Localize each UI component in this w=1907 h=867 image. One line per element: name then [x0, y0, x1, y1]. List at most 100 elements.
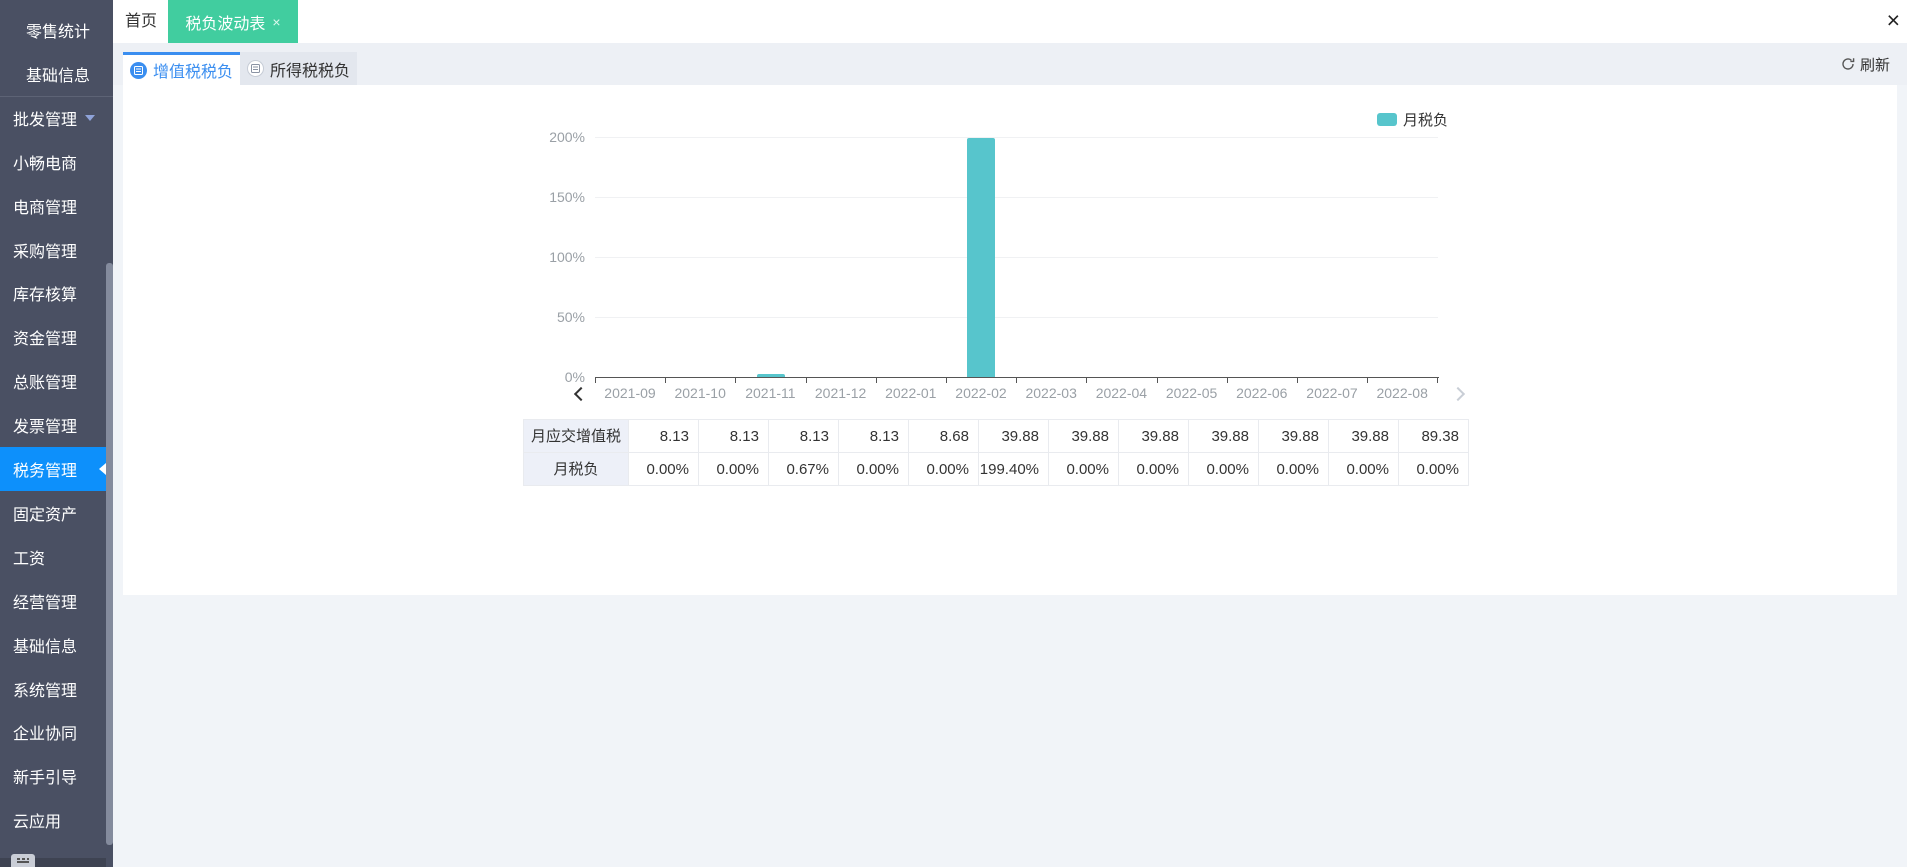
- axis-tick-icon: [946, 378, 947, 383]
- x-axis-label: 2022-03: [1025, 385, 1077, 401]
- table-cell: 8.68: [909, 420, 979, 453]
- axis-tick-icon: [735, 378, 737, 383]
- content-tabs: 增值税税负 所得税税负: [123, 52, 357, 85]
- sidebar-item-label: 税务管理: [13, 463, 78, 480]
- table-cell: 199.40%: [979, 453, 1049, 486]
- y-axis-label: 0%: [564, 369, 585, 385]
- table-row-header: 月应交增值税: [524, 420, 629, 453]
- vat-tax-burden-panel: 月税负 月应交增值税 8.13 8.13 8.13 8.13 8.68 39.88 39.88…: [123, 85, 1897, 595]
- tab-label: 税负波动表: [185, 15, 266, 33]
- sidebar-item[interactable]: 总账管理: [0, 359, 106, 403]
- x-axis-label: 2022-04: [1095, 385, 1148, 401]
- x-axis-line: [595, 377, 1439, 378]
- axis-tick-icon: [805, 378, 807, 383]
- tab-income-tax-burden[interactable]: 所得税税负: [240, 52, 357, 85]
- table-cell: 0.00%: [699, 453, 769, 486]
- chart-gridline: [595, 137, 1438, 138]
- y-axis-label: 50%: [556, 309, 585, 325]
- table-cell: 8.13: [699, 420, 769, 453]
- sidebar-item-label: 采购管理: [13, 243, 78, 261]
- axis-tick-icon: [1156, 378, 1158, 383]
- table-cell: 89.38: [1399, 420, 1469, 453]
- sidebar-item[interactable]: 基础信息: [0, 623, 106, 667]
- chart-legend[interactable]: 月税负: [1377, 109, 1448, 130]
- sidebar-footer-button[interactable]: [11, 854, 35, 867]
- window-close-icon[interactable]: ×: [1886, 7, 1900, 33]
- sidebar-item-label: 经营管理: [13, 594, 78, 612]
- chart-prev-button[interactable]: [573, 386, 589, 402]
- sidebar-item[interactable]: 工资: [0, 535, 106, 579]
- y-axis-label: 200%: [549, 129, 585, 145]
- launcher-icon: [17, 858, 29, 863]
- y-axis-label: 100%: [549, 249, 585, 265]
- axis-tick-icon: [665, 378, 667, 383]
- table-cell: 0.00%: [1049, 453, 1119, 486]
- y-axis-label: 150%: [549, 189, 585, 205]
- refresh-icon: [1842, 58, 1855, 70]
- sidebar-item[interactable]: 经营管理: [0, 579, 106, 623]
- table-cell: 0.00%: [839, 453, 909, 486]
- table-row: 月应交增值税 8.13 8.13 8.13 8.13 8.68 39.88 39.88 39.8…: [524, 420, 1469, 453]
- sidebar-item[interactable]: 库存核算: [0, 271, 106, 315]
- sidebar-item[interactable]: 资金管理: [0, 315, 106, 359]
- table-cell: 39.88: [1329, 420, 1399, 453]
- sidebar-scrollbar[interactable]: [106, 263, 113, 845]
- sidebar-item[interactable]: 税务管理: [0, 447, 106, 491]
- refresh-button[interactable]: 刷新: [1841, 53, 1890, 75]
- sidebar-item[interactable]: 固定资产: [0, 491, 106, 535]
- content-tab-band: 增值税税负 所得税税负 刷新: [113, 43, 1907, 85]
- tab-tax-fluctuation[interactable]: 税负波动表 ×: [168, 0, 298, 43]
- sidebar-item-label: 工资: [13, 550, 46, 568]
- x-axis-label: 2022-07: [1306, 385, 1358, 401]
- sidebar-item[interactable]: 零售统计: [0, 8, 106, 52]
- sidebar-item[interactable]: 采购管理: [0, 228, 106, 272]
- sidebar-item[interactable]: 云应用: [0, 798, 106, 842]
- tab-close-icon[interactable]: ×: [272, 13, 281, 30]
- x-axis-label: 2022-02: [955, 385, 1007, 401]
- table-cell: 8.13: [839, 420, 909, 453]
- tab-home[interactable]: 首页: [124, 13, 157, 30]
- sidebar-item-label: 批发管理: [13, 111, 78, 129]
- axis-tick-icon: [875, 378, 877, 383]
- sidebar-item[interactable]: 基础信息: [0, 52, 106, 96]
- chart-gridline: [595, 317, 1438, 318]
- legend-swatch: [1377, 113, 1397, 126]
- chevron-right-icon: [1450, 386, 1466, 402]
- tab-label: 增值税税负: [152, 64, 233, 81]
- table-cell: 0.00%: [1399, 453, 1469, 486]
- sidebar-item-label: 基础信息: [26, 67, 91, 85]
- refresh-label: 刷新: [1859, 56, 1890, 74]
- tab-label: 所得税税负: [269, 62, 350, 80]
- table-cell: 0.00%: [1329, 453, 1399, 486]
- axis-tick-icon: [1437, 378, 1439, 383]
- x-axis-label: 2022-08: [1376, 385, 1428, 401]
- tax-data-table: 月应交增值税 8.13 8.13 8.13 8.13 8.68 39.88 39.88 39.8…: [523, 419, 1469, 486]
- sidebar-item-label: 总账管理: [13, 375, 78, 393]
- table-cell: 8.13: [769, 420, 839, 453]
- table-cell: 39.88: [1119, 420, 1189, 453]
- sidebar-item[interactable]: 新手引导: [0, 754, 106, 798]
- x-axis-label: 2021-12: [814, 385, 867, 401]
- top-tab-bar: 首页 税负波动表 × ×: [113, 0, 1907, 43]
- sidebar-item[interactable]: 系统管理: [0, 667, 106, 711]
- table-cell: 0.00%: [1259, 453, 1329, 486]
- legend-label: 月税负: [1403, 112, 1449, 129]
- sidebar: 零售统计 基础信息 批发管理 小畅电商 电商管理 采购管理 库存核算 资金管理 总账管理 发票管理…: [0, 0, 113, 867]
- chevron-left-icon: [573, 386, 589, 402]
- sidebar-item[interactable]: 企业协同: [0, 710, 106, 754]
- sidebar-divider: [0, 95, 113, 97]
- sidebar-item[interactable]: 发票管理: [0, 403, 106, 447]
- table-cell: 39.88: [979, 420, 1049, 453]
- sidebar-item[interactable]: 批发管理: [0, 96, 106, 140]
- sidebar-item[interactable]: 小畅电商: [0, 140, 106, 184]
- sidebar-item[interactable]: 电商管理: [0, 184, 106, 228]
- table-cell: 0.00%: [1189, 453, 1259, 486]
- sidebar-item-label: 新手引导: [13, 770, 78, 788]
- chart-next-button[interactable]: [1450, 386, 1466, 402]
- tab-vat-tax-burden[interactable]: 增值税税负: [123, 52, 240, 85]
- table-row: 月税负 0.00% 0.00% 0.67% 0.00% 0.00% 199.40% 0.00%…: [524, 453, 1469, 486]
- sidebar-item-label: 基础信息: [13, 638, 78, 656]
- vat-tab-icon: [129, 61, 147, 79]
- axis-tick-icon: [595, 378, 596, 383]
